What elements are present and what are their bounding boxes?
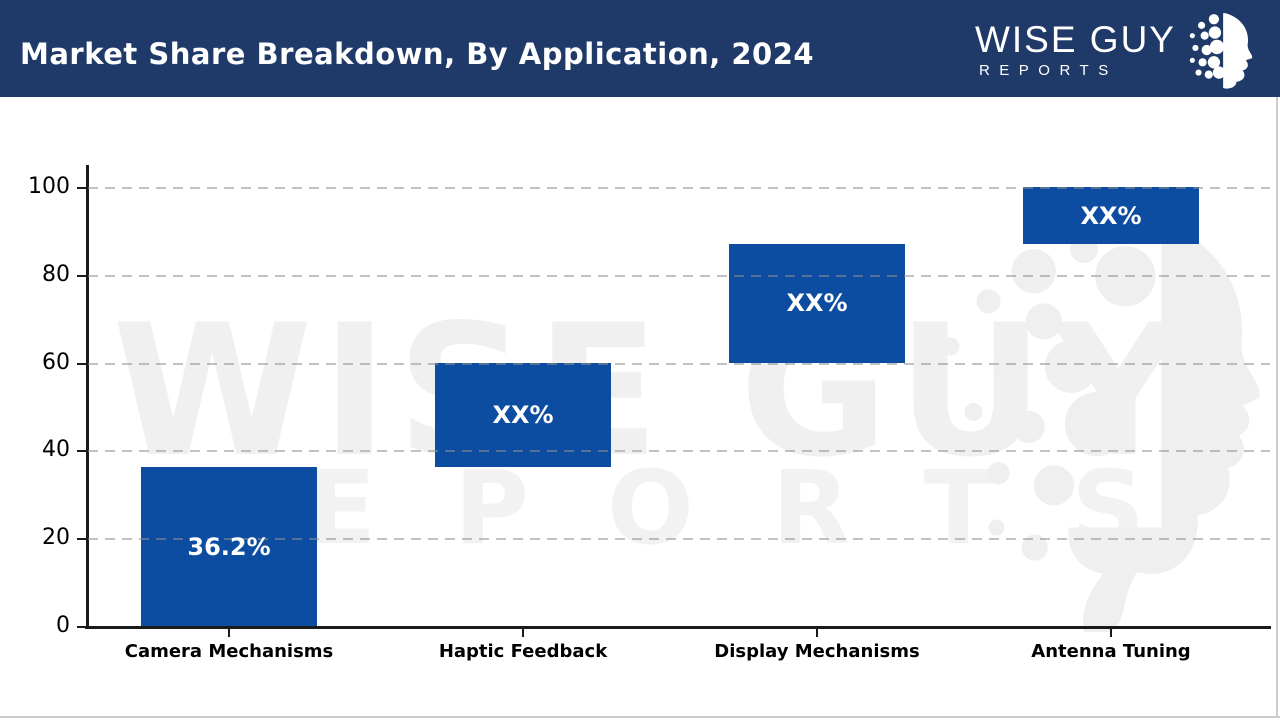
y-tick-mark xyxy=(77,538,86,541)
logo-text: WISE GUY REPORTS xyxy=(975,21,1176,79)
logo-reports-label: REPORTS xyxy=(978,61,1118,79)
image-right-border xyxy=(1276,97,1278,718)
x-category-label: Camera Mechanisms xyxy=(124,641,334,662)
y-tick-label: 0 xyxy=(56,613,70,638)
bar-value-label: XX% xyxy=(1080,201,1142,230)
x-tick-mark xyxy=(1110,628,1112,637)
gridline xyxy=(88,274,1270,277)
watermark-wordmark: WISE GUY xyxy=(112,285,1193,497)
gridline xyxy=(88,538,1270,541)
bar-value-label: XX% xyxy=(492,400,554,429)
chart-area: WISE GUY REPORTS 0 20 40 60 80 100 36.2% Camera… xyxy=(0,97,1280,720)
logo-wordmark: WISE GUY xyxy=(974,18,1176,60)
watermark-head-icon xyxy=(941,223,1260,633)
x-axis-spine xyxy=(85,626,1271,629)
gridline xyxy=(88,450,1270,453)
x-category-label: Display Mechanisms xyxy=(714,641,920,662)
bar-value-label: XX% xyxy=(786,289,848,318)
y-tick-label: 80 xyxy=(42,261,70,287)
gridline xyxy=(88,187,1270,189)
y-axis-spine xyxy=(86,165,89,629)
y-tick-label: 60 xyxy=(42,349,70,375)
y-tick-mark xyxy=(77,362,86,365)
x-tick-mark xyxy=(228,628,230,637)
x-tick-mark xyxy=(816,628,818,637)
bar xyxy=(1023,187,1199,245)
bar-value-label: 36.2% xyxy=(187,532,271,561)
logo-head-icon xyxy=(1189,12,1253,89)
x-category-label: Haptic Feedback xyxy=(438,641,608,662)
y-tick-mark xyxy=(77,187,86,189)
gridline xyxy=(88,362,1270,365)
x-tick-mark xyxy=(522,628,524,637)
bar xyxy=(435,362,611,468)
page-title: Market Share Breakdown, By Application, … xyxy=(20,36,815,71)
y-tick-mark xyxy=(77,274,86,277)
x-category-label: Antenna Tuning xyxy=(1031,641,1191,662)
y-tick-label: 20 xyxy=(42,525,70,551)
y-tick-mark xyxy=(77,626,86,628)
image-bottom-border xyxy=(0,716,1280,718)
y-tick-mark xyxy=(77,450,86,453)
header-bar: Market Share Breakdown, By Application, … xyxy=(0,0,1280,97)
bar xyxy=(729,244,905,363)
y-tick-label: 40 xyxy=(42,437,70,463)
y-tick-label: 100 xyxy=(28,174,70,199)
bar xyxy=(141,467,317,626)
wise-guy-reports-logo: WISE GUY REPORTS xyxy=(975,10,1254,90)
